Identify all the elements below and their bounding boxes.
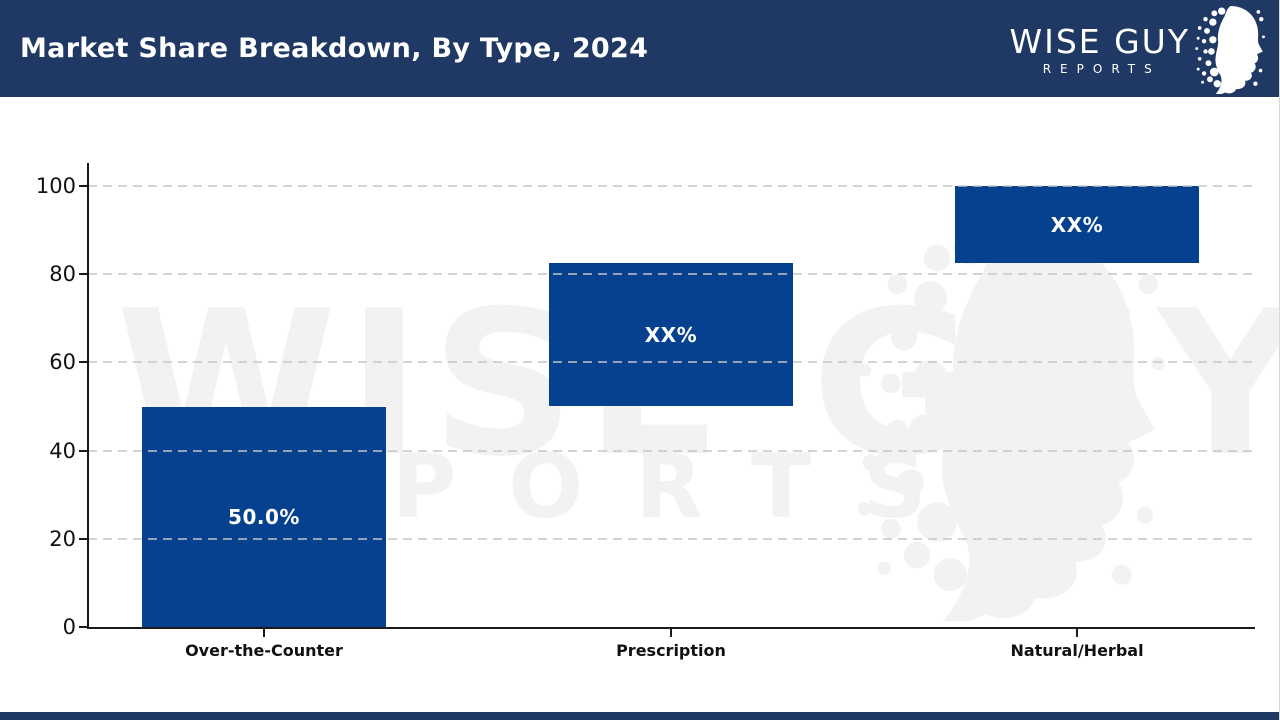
- gridline-40: [88, 449, 1255, 452]
- y-tick-label: 60: [49, 350, 76, 375]
- y-tick-mark: [79, 185, 87, 187]
- x-tick-label-1: Over-the-Counter: [185, 641, 343, 660]
- gridline-20: [88, 537, 1255, 540]
- wiseguy-head-icon: [1195, 6, 1265, 94]
- gridline-80: [88, 273, 1255, 276]
- x-tick-mark: [670, 629, 672, 637]
- y-tick-label: 80: [49, 262, 76, 287]
- gridline-60: [88, 361, 1255, 364]
- footer-accent-bar: [0, 712, 1279, 720]
- gridline-100: [88, 185, 1255, 187]
- y-tick-mark: [79, 626, 87, 628]
- header-band: Market Share Breakdown, By Type, 2024 WI…: [0, 0, 1279, 97]
- brand-subtitle: REPORTS: [1042, 61, 1161, 76]
- y-tick-mark: [79, 537, 87, 540]
- watermark-head-icon: [851, 225, 1165, 621]
- x-tick-label-3: Natural/Herbal: [1010, 641, 1144, 660]
- y-tick-label: 0: [62, 615, 76, 639]
- brand-wordmark: WISE GUY: [1009, 22, 1190, 62]
- page-title: Market Share Breakdown, By Type, 2024: [20, 33, 649, 64]
- waterfall-chart: WISE GUY REPORTS 50.0%XX%XX%020406080100…: [0, 97, 1279, 712]
- x-tick-mark: [1076, 629, 1078, 637]
- bar-value-label: 50.0%: [228, 504, 300, 529]
- x-tick-label-2: Prescription: [616, 641, 726, 660]
- x-tick-mark: [263, 629, 265, 637]
- y-tick-mark: [79, 361, 87, 364]
- bar-value-label: XX%: [1050, 212, 1104, 237]
- bar-natural-herbal: XX%: [955, 186, 1199, 264]
- y-tick-label: 40: [49, 438, 76, 463]
- y-tick-mark: [79, 449, 87, 452]
- y-tick-label: 100: [35, 174, 76, 198]
- bar-over-the-counter: 50.0%: [142, 406, 386, 627]
- brand-text: WISE GUY REPORTS: [1009, 22, 1190, 76]
- bar-value-label: XX%: [644, 322, 698, 347]
- y-tick-mark: [79, 273, 87, 276]
- bar-prescription: XX%: [549, 263, 793, 407]
- x-axis-line: [87, 627, 1255, 629]
- brand-logo: WISE GUY REPORTS: [1009, 6, 1266, 94]
- y-axis-line: [87, 163, 89, 629]
- y-tick-label: 20: [49, 526, 76, 551]
